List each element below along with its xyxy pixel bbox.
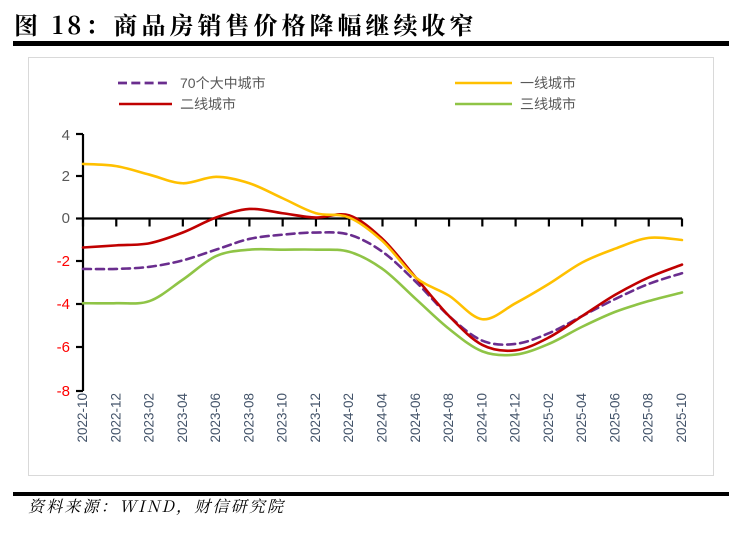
svg-text:2024-04: 2024-04 (375, 393, 390, 443)
svg-text:2025-10: 2025-10 (674, 393, 689, 443)
svg-text:2023-10: 2023-10 (275, 393, 290, 443)
svg-text:2022-12: 2022-12 (108, 393, 123, 443)
svg-text:0: 0 (62, 210, 70, 227)
svg-text:70个大中城市: 70个大中城市 (180, 75, 266, 91)
svg-text:2024-12: 2024-12 (508, 393, 523, 443)
svg-text:2025-04: 2025-04 (574, 393, 589, 443)
svg-text:-2: -2 (57, 253, 70, 270)
svg-text:2023-04: 2023-04 (175, 393, 190, 443)
svg-text:-8: -8 (57, 383, 70, 400)
svg-text:-4: -4 (57, 296, 70, 313)
svg-text:2024-10: 2024-10 (474, 393, 489, 443)
svg-text:2023-12: 2023-12 (308, 393, 323, 443)
svg-text:2022-10: 2022-10 (75, 393, 90, 443)
svg-text:2023-08: 2023-08 (241, 393, 256, 443)
svg-text:2024-06: 2024-06 (408, 393, 423, 443)
svg-text:4: 4 (62, 127, 70, 144)
svg-text:2: 2 (62, 168, 70, 185)
svg-text:2025-06: 2025-06 (607, 393, 622, 443)
svg-text:2023-06: 2023-06 (208, 393, 223, 443)
svg-text:-6: -6 (57, 339, 70, 356)
svg-text:2025-08: 2025-08 (641, 393, 656, 443)
svg-text:2023-02: 2023-02 (142, 393, 157, 443)
svg-text:三线城市: 三线城市 (520, 96, 576, 112)
svg-text:2025-02: 2025-02 (541, 393, 556, 443)
svg-text:2024-08: 2024-08 (441, 393, 456, 443)
svg-text:2024-02: 2024-02 (341, 393, 356, 443)
svg-text:二线城市: 二线城市 (180, 96, 236, 112)
svg-text:一线城市: 一线城市 (520, 75, 576, 91)
